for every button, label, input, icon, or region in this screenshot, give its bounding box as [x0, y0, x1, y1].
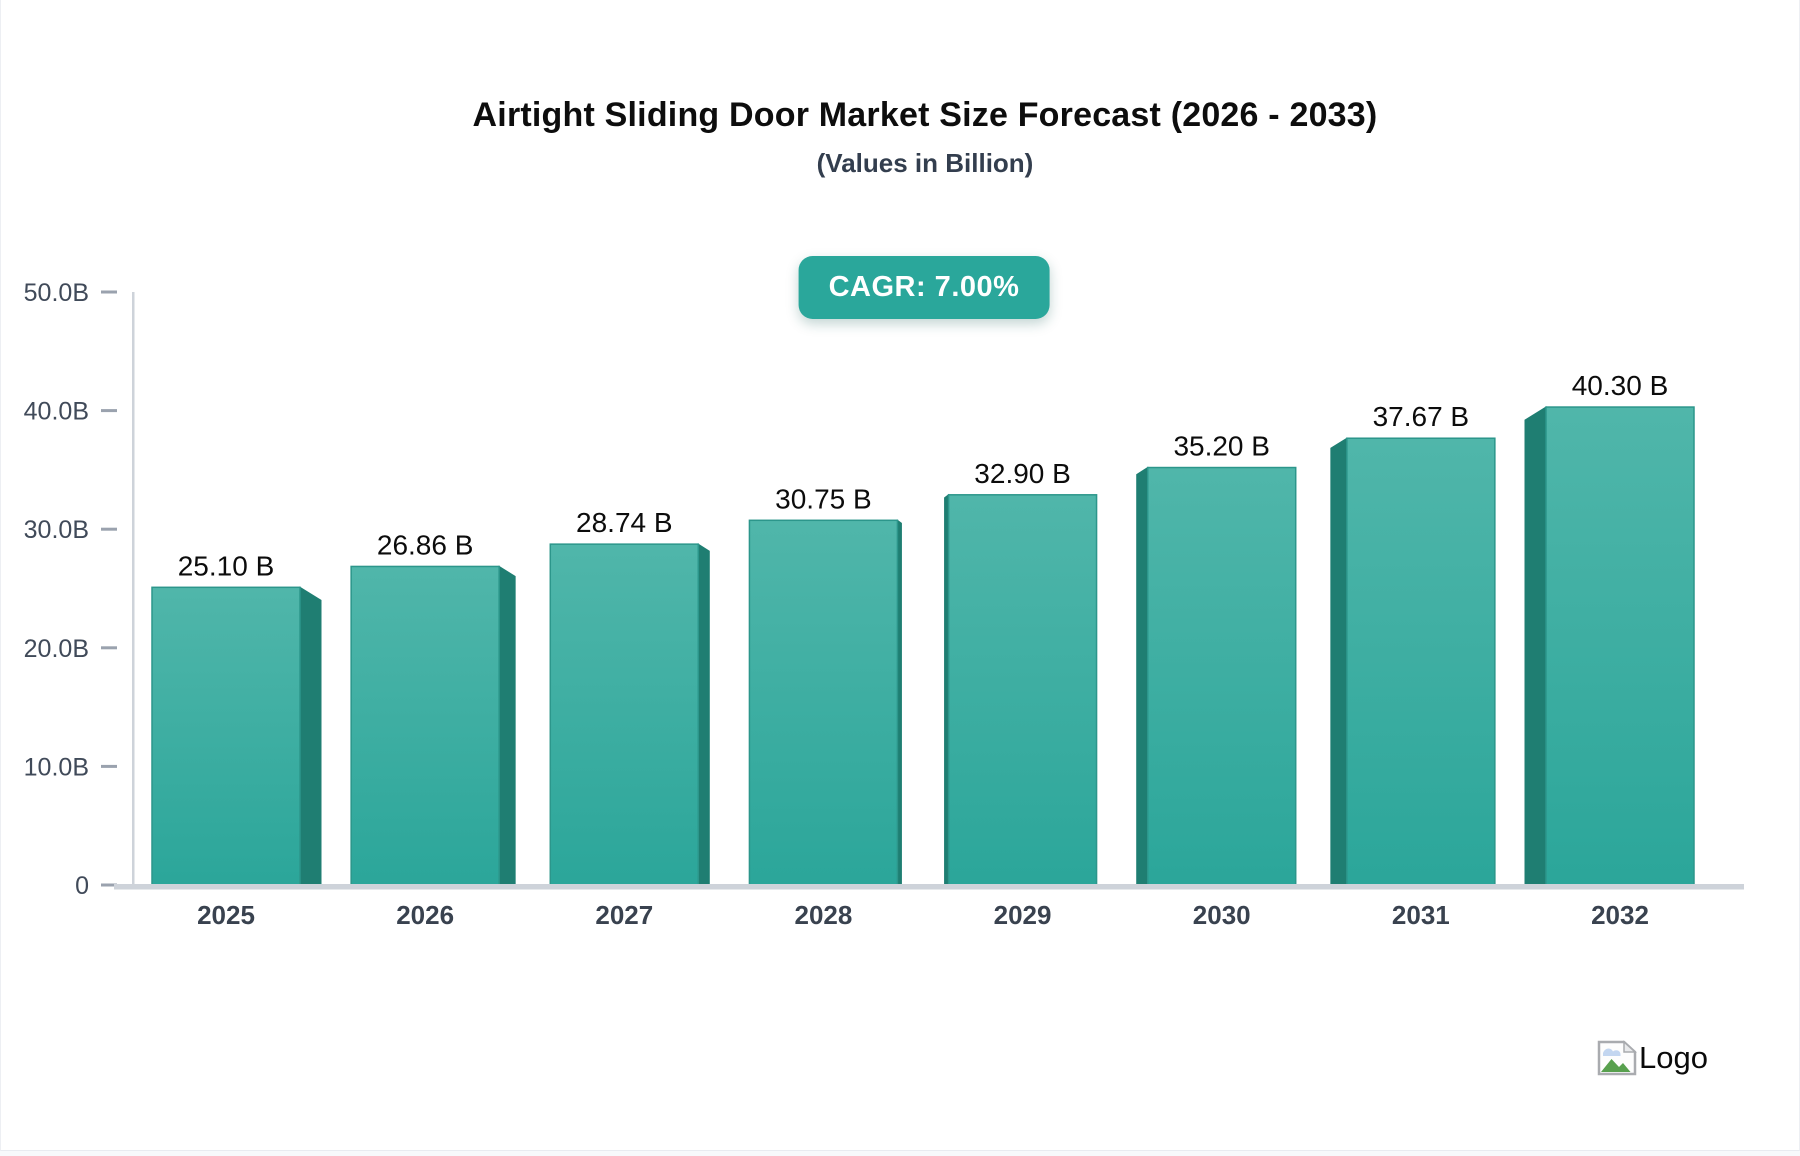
logo-text: Logo [1639, 1040, 1708, 1075]
chart-title: Airtight Sliding Door Market Size Foreca… [472, 96, 1378, 134]
bar-side-face [299, 586, 322, 886]
bar-side-face [1524, 406, 1547, 886]
bar-front-face [947, 494, 1098, 886]
bar-front-face [1346, 437, 1496, 886]
bar-value-label: 26.86 B [377, 529, 474, 560]
x-tick-label: 2027 [595, 900, 653, 930]
y-tick-label: 40.0B [24, 398, 89, 426]
logo: Logo [1597, 1040, 1708, 1076]
y-tick-label: 0 [75, 872, 89, 900]
y-tick-dash [101, 409, 117, 413]
cagr-badge: CAGR: 7.00% [798, 256, 1050, 319]
bar-front-face [151, 586, 301, 886]
bar-side-face [498, 565, 516, 886]
x-tick-label: 2029 [994, 900, 1052, 930]
bar-front-face [1146, 466, 1297, 886]
y-tick-label: 30.0B [24, 516, 89, 544]
x-tick-label: 2028 [795, 900, 853, 930]
bar-value-label: 30.75 B [775, 483, 872, 514]
x-tick-label: 2032 [1591, 900, 1649, 930]
broken-image-icon [1597, 1040, 1637, 1076]
y-tick-dash [101, 290, 117, 294]
bar-value-label: 37.67 B [1373, 401, 1470, 432]
chart-subtitle: (Values in Billion) [816, 148, 1034, 178]
y-tick-dash [101, 527, 117, 531]
bar-side-face [697, 543, 710, 886]
bar-front-face [549, 543, 700, 886]
y-tick-dash [101, 646, 117, 650]
bar-side-face [1136, 466, 1149, 886]
bar-value-label: 35.20 B [1173, 431, 1270, 462]
bar-front-face [350, 565, 500, 886]
y-tick-label: 50.0B [24, 279, 89, 307]
x-axis-line [114, 884, 1744, 890]
bar-front-face [748, 519, 899, 886]
y-tick-label: 10.0B [24, 753, 89, 781]
bar-value-label: 28.74 B [576, 507, 673, 538]
y-tick-label: 20.0B [24, 635, 89, 663]
x-tick-label: 2030 [1193, 900, 1251, 930]
bar-front-face [1545, 406, 1695, 886]
bar-value-label: 25.10 B [178, 550, 275, 581]
y-tick-dash [101, 883, 117, 887]
bar-side-face [1330, 437, 1348, 886]
x-tick-label: 2026 [396, 900, 454, 930]
bar-value-label: 40.30 B [1572, 370, 1669, 401]
x-tick-label: 2031 [1392, 900, 1450, 930]
x-tick-label: 2025 [197, 900, 255, 930]
y-axis-line [132, 292, 135, 885]
bar-value-label: 32.90 B [974, 458, 1071, 489]
y-tick-dash [101, 764, 117, 768]
